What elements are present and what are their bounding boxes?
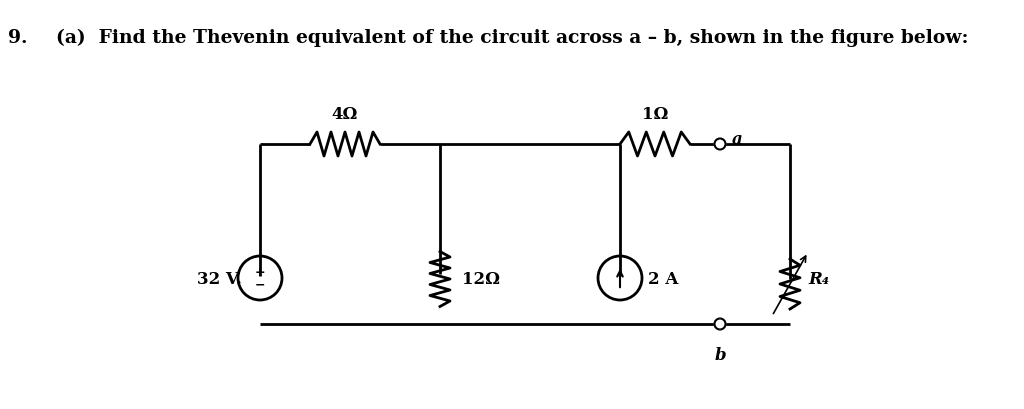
Text: 12Ω: 12Ω	[462, 271, 500, 288]
Text: +: +	[255, 266, 265, 279]
Text: (a)  Find the Thevenin equivalent of the circuit across a – b, shown in the figu: (a) Find the Thevenin equivalent of the …	[56, 29, 969, 47]
Circle shape	[715, 319, 725, 330]
Text: 4Ω: 4Ω	[332, 106, 358, 123]
Text: 32 V.: 32 V.	[198, 271, 242, 288]
Text: 1Ω: 1Ω	[642, 106, 669, 123]
Text: 2 A: 2 A	[648, 271, 678, 288]
Text: b: b	[714, 346, 726, 363]
Text: R₄: R₄	[808, 271, 829, 288]
Text: 9.: 9.	[8, 29, 28, 47]
Text: a: a	[732, 131, 742, 148]
Text: −: −	[255, 278, 265, 291]
Circle shape	[715, 139, 725, 150]
